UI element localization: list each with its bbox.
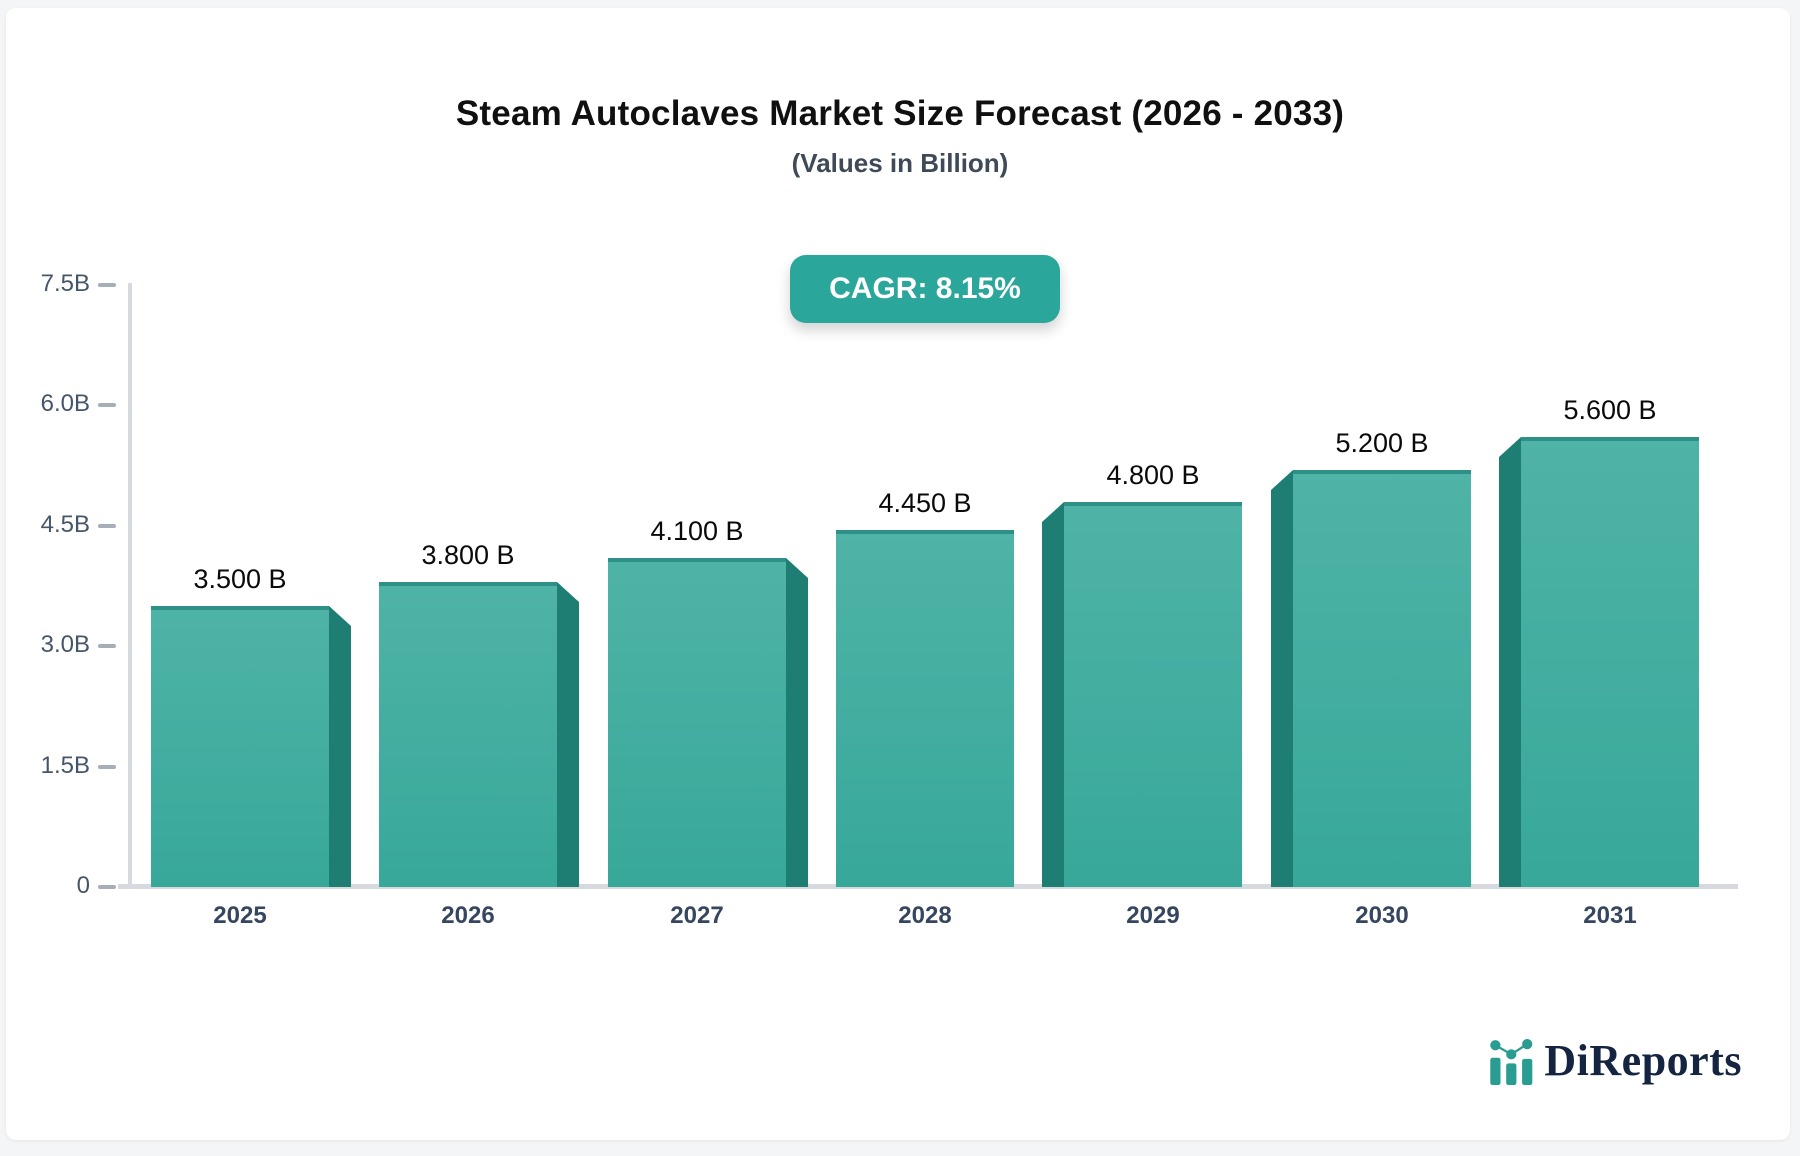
bar-front [1293,470,1471,887]
y-tick-label: 6.0B [40,390,90,418]
chart-title: Steam Autoclaves Market Size Forecast (2… [455,94,1345,133]
bar-2025[interactable] [151,606,351,887]
bar-front [1064,502,1242,887]
bar-front [379,582,557,887]
chart-subtitle: (Values in Billion) [791,148,1009,178]
y-tick-dash [98,764,116,769]
bar-front [608,558,786,887]
bar-value-label: 4.450 B [878,488,972,518]
bar-side-left [1042,502,1064,887]
bar-front [836,530,1014,887]
bar-value-label: 5.200 B [1335,428,1429,458]
x-tick-label-2025: 2025 [213,902,267,929]
bar-front [151,606,329,887]
y-tick-label: 4.5B [40,510,90,538]
y-tick-dash [98,403,116,408]
bar-value-label: 3.500 B [193,564,287,594]
bar-side-right [329,606,351,887]
bar-value-label: 3.800 B [421,540,515,570]
x-tick-label-2027: 2027 [670,902,724,929]
bar-side-left [1271,470,1293,887]
x-tick-label-2026: 2026 [441,902,495,929]
x-tick-label-2030: 2030 [1355,902,1409,929]
bar-2028[interactable] [836,530,1014,887]
y-tick-label: 1.5B [40,751,90,779]
y-tick-dash [98,282,116,287]
bar-2030[interactable] [1271,470,1471,887]
bar-value-label: 4.800 B [1106,460,1200,490]
x-tick-label-2029: 2029 [1126,902,1180,929]
bar-2026[interactable] [379,582,579,887]
bar-front [1521,437,1699,887]
bar-side-right [557,582,579,887]
x-tick-label-2031: 2031 [1583,902,1637,929]
direports-logo-icon [1490,1038,1533,1085]
bar-side-right [786,558,808,887]
x-tick-label-2028: 2028 [898,902,952,929]
cagr-badge: CAGR: 8.15% [790,255,1060,323]
y-tick-dash [98,523,116,528]
direports-logo[interactable]: DiReports [1490,1028,1742,1092]
y-axis-line [128,283,132,889]
bar-value-label: 4.100 B [650,516,744,546]
bar-2027[interactable] [608,558,808,887]
y-tick-dash [98,644,116,649]
direports-logo-text: DiReports [1544,1035,1742,1085]
bar-2031[interactable] [1499,437,1699,887]
bar-value-label: 5.600 B [1563,395,1657,425]
bar-2029[interactable] [1042,502,1242,887]
y-tick-label: 0 [76,872,90,899]
bar-side-left [1499,437,1521,887]
y-tick-label: 7.5B [40,269,90,297]
y-tick-label: 3.0B [40,631,90,659]
y-tick-dash [98,885,116,889]
